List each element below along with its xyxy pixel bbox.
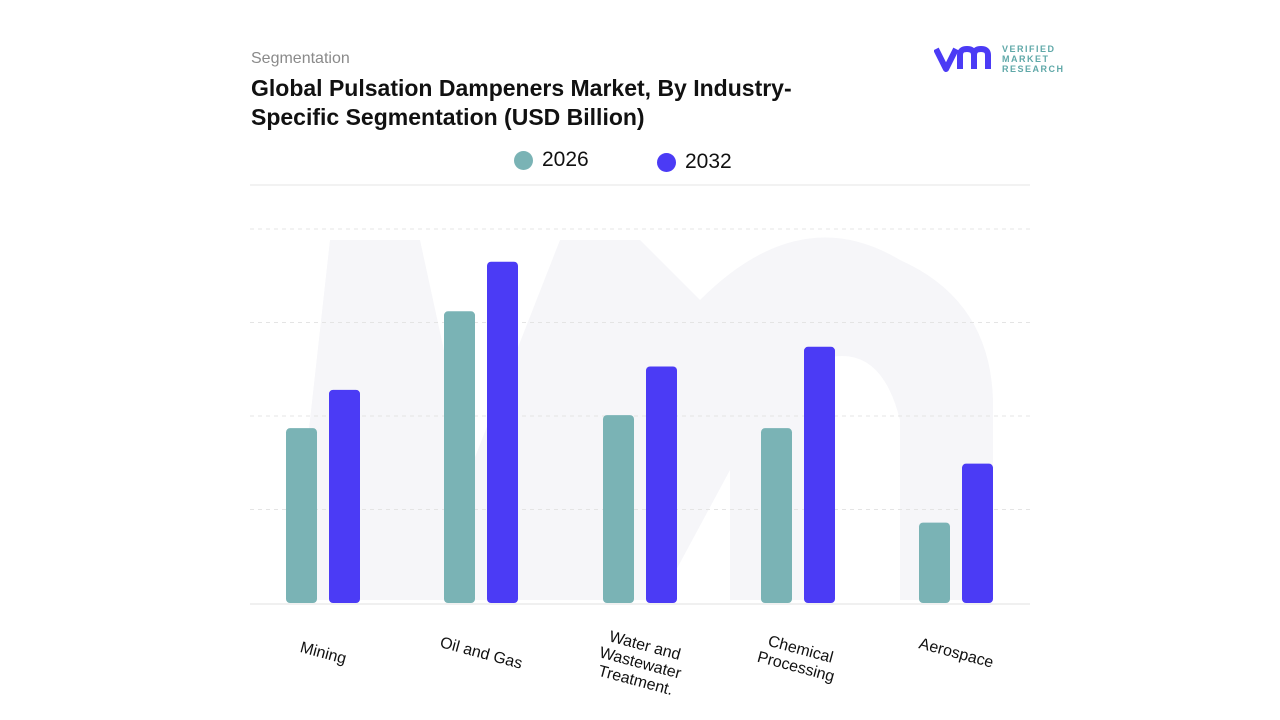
bar-2032-0 — [329, 389, 360, 603]
legend-item-2032: 2032 — [657, 150, 732, 174]
bar-2026-4 — [919, 522, 950, 603]
bar-2026-0 — [286, 428, 317, 603]
title-line-1: Global Pulsation Dampeners Market, By In… — [251, 75, 792, 101]
legend-dot-2026 — [514, 150, 533, 170]
logo-line-2: MARKET — [1002, 54, 1050, 64]
legend-dot-2032 — [657, 152, 676, 172]
bar-2032-4 — [962, 463, 993, 603]
vmr-logo: VERIFIED MARKET RESEARCH — [934, 44, 1065, 74]
legend-label-2032: 2032 — [685, 150, 732, 173]
logo-line-3: RESEARCH — [1002, 64, 1065, 74]
bar-2032-2 — [646, 366, 677, 603]
legend-label-2026: 2026 — [542, 148, 589, 171]
watermark-logo — [290, 237, 993, 600]
vmr-logo-icon — [934, 45, 991, 72]
bar-2032-3 — [804, 346, 835, 603]
bar-2026-1 — [444, 311, 475, 603]
chart-title: Global Pulsation Dampeners Market, By In… — [251, 74, 851, 132]
bar-2026-2 — [603, 415, 634, 603]
bar-2026-3 — [761, 428, 792, 603]
title-line-2: Specific Segmentation (USD Billion) — [251, 104, 645, 130]
section-label: Segmentation — [251, 50, 350, 67]
logo-line-1: VERIFIED — [1002, 44, 1056, 54]
legend-item-2026: 2026 — [514, 148, 589, 172]
bar-2032-1 — [487, 261, 518, 603]
